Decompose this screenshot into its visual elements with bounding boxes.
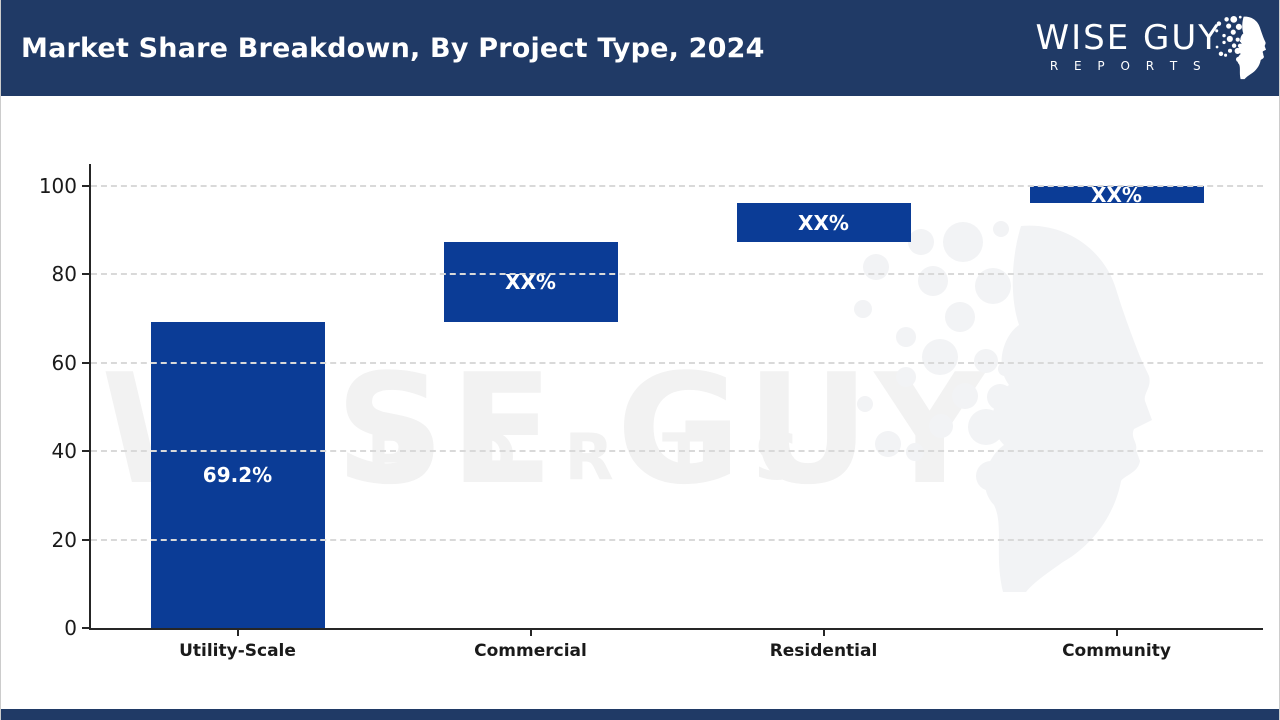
y-axis-tick-label: 80 <box>51 262 77 287</box>
footer-bar <box>1 709 1279 720</box>
y-axis-tick-label: 100 <box>38 174 77 199</box>
header-bar: Market Share Breakdown, By Project Type,… <box>1 0 1279 96</box>
bar-utility-scale: 69.2% <box>150 322 325 628</box>
y-axis-tick-label: 60 <box>51 350 77 375</box>
bar-value-label: XX% <box>798 210 849 235</box>
logo-wordmark: WISE GUY R E P O R T S <box>1035 18 1221 73</box>
y-axis-tick-label: 20 <box>51 527 77 552</box>
y-axis-tick-mark <box>82 627 91 629</box>
y-axis-tick-mark <box>82 185 91 188</box>
x-axis-tick-mark <box>1115 628 1118 636</box>
gridline-y-100 <box>91 185 1263 188</box>
chart-title: Market Share Breakdown, By Project Type,… <box>21 32 765 64</box>
brand-logo: WISE GUY R E P O R T S <box>1035 6 1273 88</box>
bar-residential: XX% <box>736 203 911 243</box>
y-axis-tick-label: 0 <box>64 616 77 640</box>
gridline-y-60 <box>91 361 1263 364</box>
x-axis-tick-mark <box>236 628 239 636</box>
x-axis-category-label: Community <box>1062 641 1171 661</box>
logo-wordmark-line1: WISE GUY <box>1035 18 1221 59</box>
gridline-y-40 <box>91 450 1263 453</box>
logo-head-icon <box>1215 15 1267 80</box>
y-axis-tick-label: 40 <box>51 439 77 464</box>
y-axis-tick-mark <box>82 273 91 276</box>
logo-wordmark-line2: R E P O R T S <box>1049 58 1207 73</box>
y-axis-tick-mark <box>82 538 91 541</box>
bar-community: XX% <box>1029 183 1204 207</box>
gridline-y-20 <box>91 538 1263 541</box>
x-axis-tick-mark <box>822 628 825 636</box>
x-axis-tick-mark <box>529 628 532 636</box>
bar-commercial: XX% <box>443 242 618 323</box>
plot-area: 0 20 40 60 80 100 69.2% Utility-Scale XX% Commerc… <box>39 164 1263 661</box>
bar-value-label: 69.2% <box>202 463 273 488</box>
x-axis-category-label: Utility-Scale <box>179 641 296 661</box>
y-axis-tick-mark <box>82 450 91 453</box>
x-axis-category-label: Residential <box>769 641 878 661</box>
x-axis-category-label: Commercial <box>474 641 587 661</box>
y-axis-tick-mark <box>82 361 91 364</box>
gridline-y-80 <box>91 273 1263 276</box>
